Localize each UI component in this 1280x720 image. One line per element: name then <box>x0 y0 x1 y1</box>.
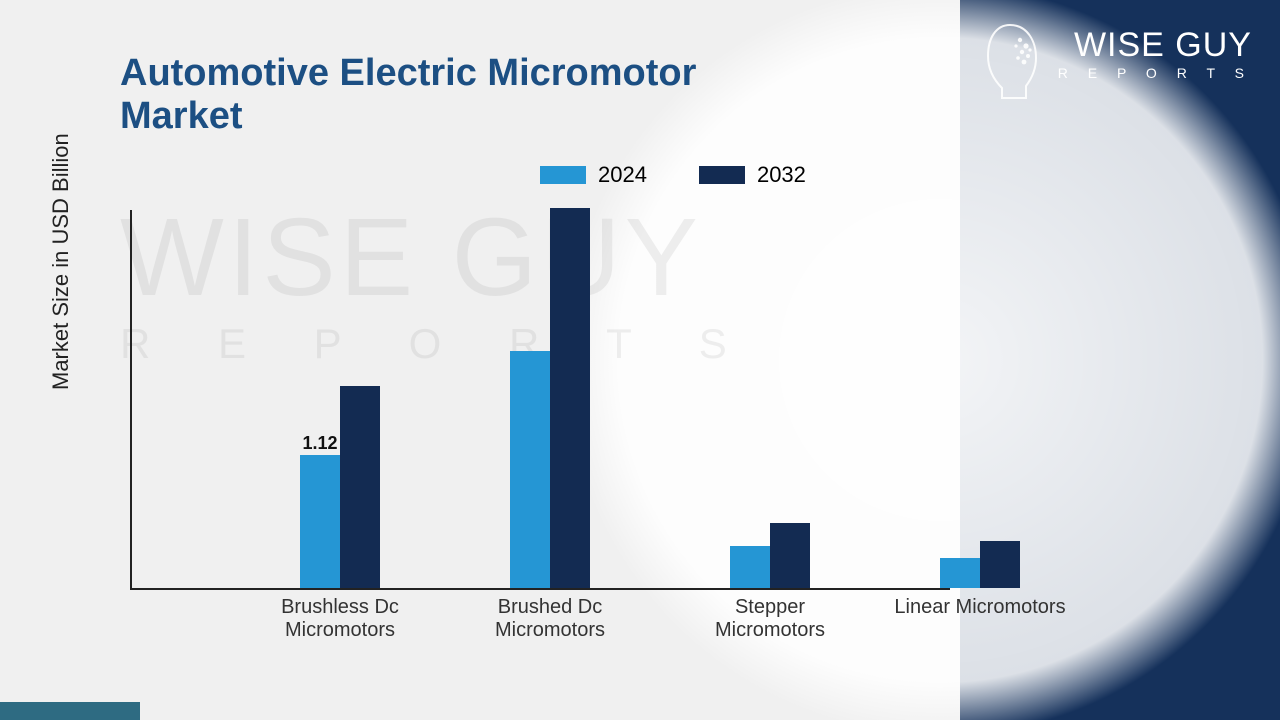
bar-2024 <box>940 558 980 588</box>
category-label: Brushless Dc Micromotors <box>250 596 430 642</box>
logo-sub: R E P O R T S <box>1058 66 1252 80</box>
bar-group <box>730 523 810 588</box>
plot-area <box>130 210 950 590</box>
legend-item-2032: 2032 <box>699 162 806 188</box>
bar-2032 <box>770 523 810 588</box>
bar-2024 <box>510 351 550 589</box>
legend-swatch-2032 <box>699 166 745 184</box>
bar-2024 <box>300 455 340 588</box>
bar-2032 <box>550 208 590 588</box>
legend-swatch-2024 <box>540 166 586 184</box>
bar-2024 <box>730 546 770 588</box>
category-label: Linear Micromotors <box>890 596 1070 619</box>
bar-2032 <box>340 386 380 588</box>
legend: 2024 2032 <box>540 162 806 188</box>
bar-group <box>940 541 1020 589</box>
category-label: Stepper Micromotors <box>680 596 860 642</box>
logo-head-icon <box>980 20 1040 100</box>
legend-label-2024: 2024 <box>598 162 647 188</box>
bar-group <box>510 208 590 588</box>
value-label: 1.12 <box>302 433 337 454</box>
chart-title: Automotive Electric Micromotor Market <box>120 52 760 138</box>
legend-label-2032: 2032 <box>757 162 806 188</box>
y-axis-label: Market Size in USD Billion <box>48 133 74 390</box>
bar-2032 <box>980 541 1020 589</box>
logo-main: WISE GUY <box>1058 28 1252 62</box>
category-label: Brushed Dc Micromotors <box>460 596 640 642</box>
brand-logo: WISE GUY R E P O R T S <box>1058 28 1252 80</box>
bar-group <box>300 386 380 588</box>
legend-item-2024: 2024 <box>540 162 647 188</box>
footer-accent <box>0 702 140 720</box>
y-axis-line <box>130 210 132 588</box>
